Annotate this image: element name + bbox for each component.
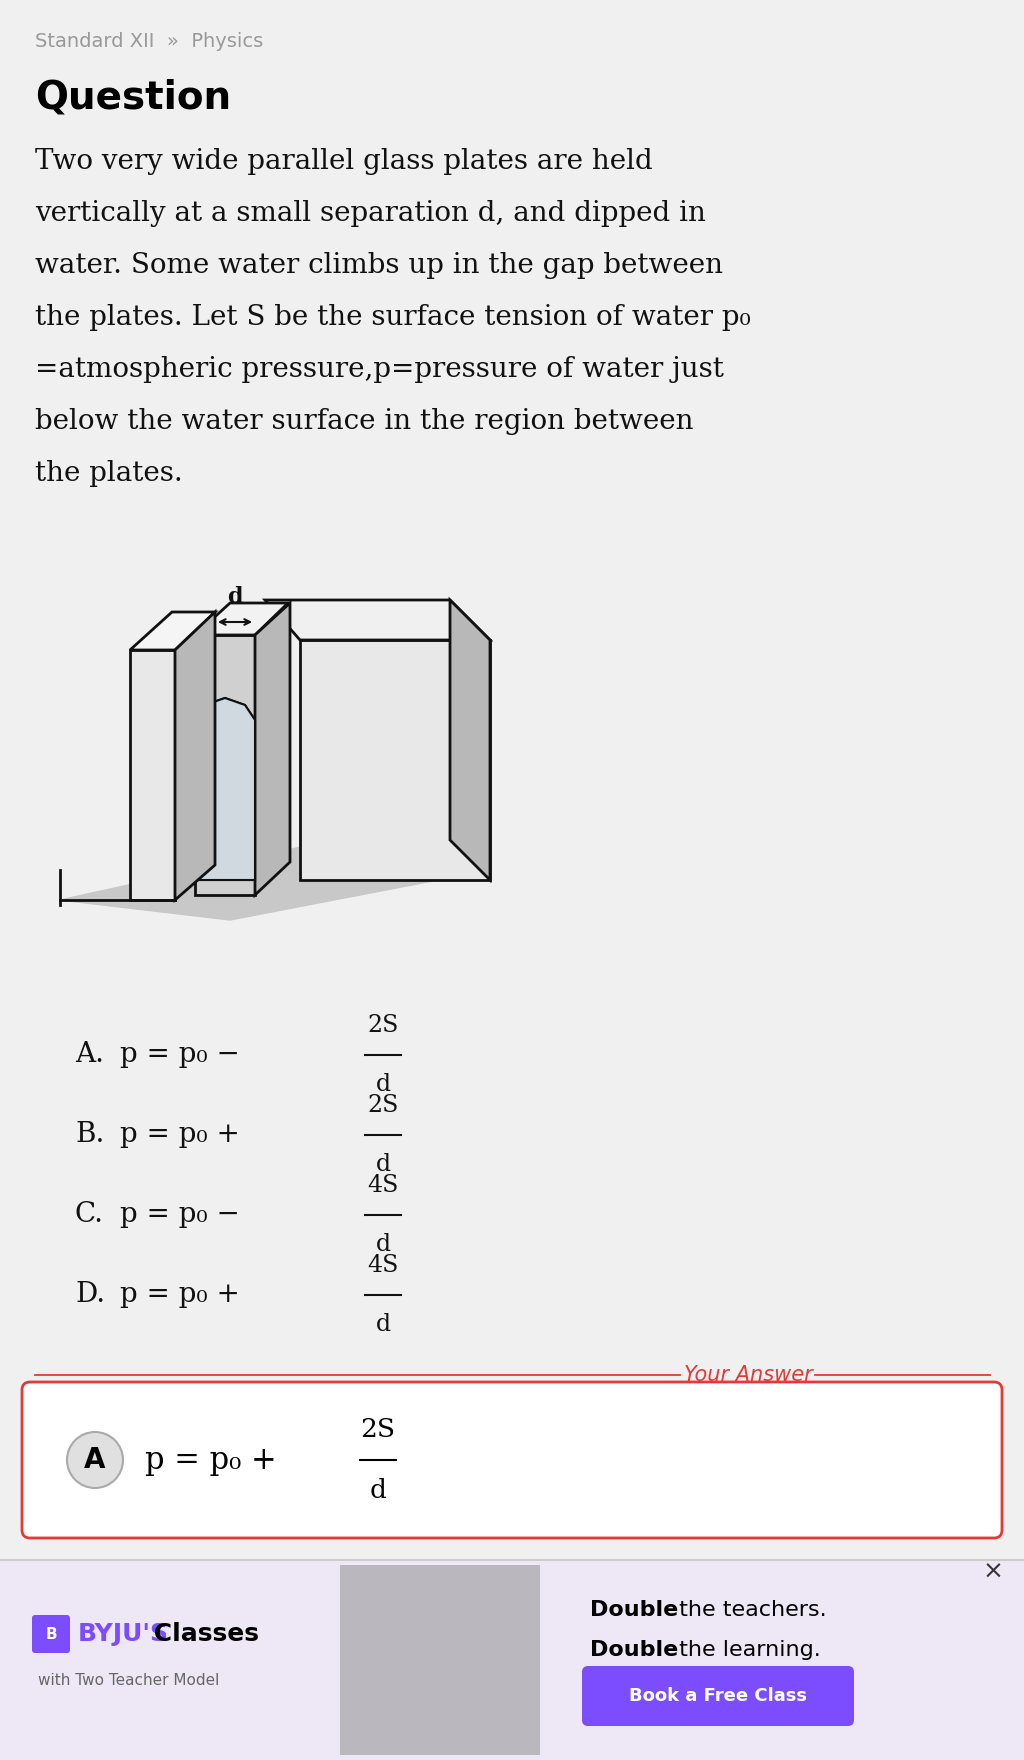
Text: 4S: 4S	[368, 1174, 398, 1197]
Text: d: d	[376, 1313, 390, 1336]
Text: below the water surface in the region between: below the water surface in the region be…	[35, 408, 693, 435]
Text: Your Answer: Your Answer	[684, 1366, 812, 1385]
Text: the plates. Let S be the surface tension of water p₀: the plates. Let S be the surface tension…	[35, 304, 751, 331]
Polygon shape	[450, 600, 490, 880]
Text: 2S: 2S	[368, 1014, 398, 1037]
Text: p = p₀ −: p = p₀ −	[120, 1202, 249, 1228]
Text: Double: Double	[590, 1600, 678, 1619]
Polygon shape	[195, 699, 255, 880]
Text: Book a Free Class: Book a Free Class	[629, 1688, 807, 1705]
Text: =atmospheric pressure,p=pressure of water just: =atmospheric pressure,p=pressure of wate…	[35, 356, 724, 384]
Text: A: A	[84, 1447, 105, 1473]
Text: d: d	[376, 1234, 390, 1257]
Polygon shape	[300, 641, 490, 880]
Text: d: d	[370, 1478, 386, 1503]
Text: vertically at a small separation d, and dipped in: vertically at a small separation d, and …	[35, 201, 706, 227]
Text: ×: ×	[982, 1559, 1004, 1584]
Text: p = p₀ −: p = p₀ −	[120, 1042, 249, 1068]
Text: Classes: Classes	[145, 1623, 259, 1646]
FancyBboxPatch shape	[582, 1667, 854, 1727]
Bar	[0, 1559, 1024, 1760]
Text: with Two Teacher Model: with Two Teacher Model	[38, 1672, 219, 1688]
Text: p = p₀ +: p = p₀ +	[120, 1281, 249, 1308]
Text: B: B	[45, 1626, 56, 1642]
Polygon shape	[265, 600, 490, 641]
Polygon shape	[60, 845, 490, 920]
Polygon shape	[255, 604, 290, 896]
Text: the plates.: the plates.	[35, 459, 182, 488]
Polygon shape	[130, 649, 175, 899]
FancyBboxPatch shape	[22, 1382, 1002, 1538]
Circle shape	[67, 1433, 123, 1487]
Text: C.: C.	[75, 1202, 104, 1228]
Text: p = p₀ +: p = p₀ +	[120, 1121, 249, 1149]
Text: Double: Double	[590, 1640, 678, 1660]
Text: 4S: 4S	[368, 1253, 398, 1278]
Text: Two very wide parallel glass plates are held: Two very wide parallel glass plates are …	[35, 148, 652, 174]
Text: Standard XII  »  Physics: Standard XII » Physics	[35, 32, 263, 51]
Text: A.: A.	[75, 1042, 104, 1068]
Text: d: d	[227, 586, 243, 607]
FancyBboxPatch shape	[32, 1616, 70, 1653]
Polygon shape	[130, 612, 215, 649]
Text: D.: D.	[75, 1281, 105, 1308]
Bar	[340, 1565, 540, 1755]
Text: the learning.: the learning.	[672, 1640, 821, 1660]
Text: 2S: 2S	[360, 1417, 395, 1441]
Polygon shape	[175, 612, 215, 899]
Text: d: d	[376, 1074, 390, 1096]
Text: B.: B.	[75, 1121, 104, 1149]
Polygon shape	[195, 635, 255, 896]
Text: 2S: 2S	[368, 1095, 398, 1118]
Text: BYJU'S: BYJU'S	[78, 1623, 169, 1646]
Polygon shape	[195, 604, 288, 635]
Polygon shape	[195, 699, 255, 880]
Text: Question: Question	[35, 77, 231, 116]
Text: water. Some water climbs up in the gap between: water. Some water climbs up in the gap b…	[35, 252, 723, 280]
Text: p = p₀ +: p = p₀ +	[145, 1445, 287, 1475]
Text: d: d	[376, 1153, 390, 1176]
Text: the teachers.: the teachers.	[672, 1600, 826, 1619]
